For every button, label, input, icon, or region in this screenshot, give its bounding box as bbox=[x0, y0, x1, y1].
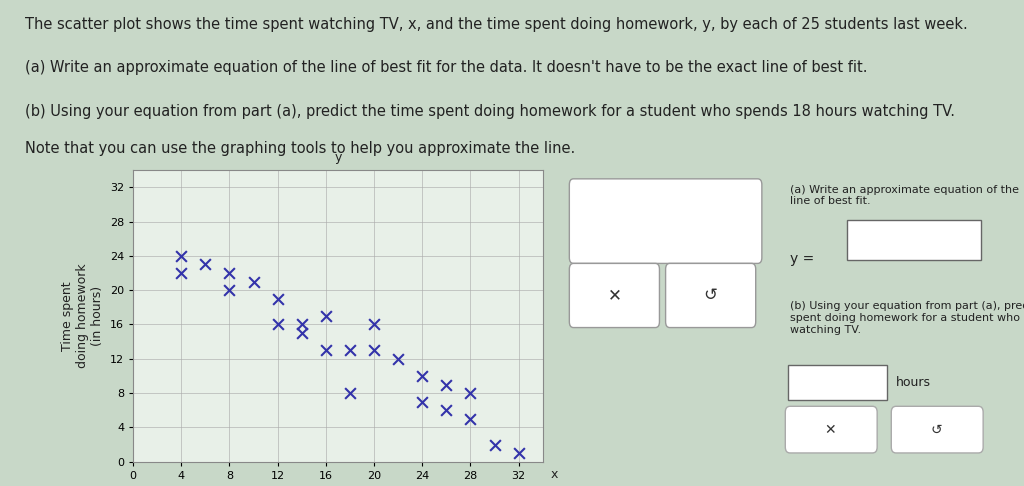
Text: ✕: ✕ bbox=[824, 423, 836, 436]
Point bbox=[366, 347, 382, 354]
Point bbox=[414, 372, 430, 380]
Point bbox=[438, 381, 455, 388]
Point bbox=[317, 312, 334, 320]
Point bbox=[198, 260, 214, 268]
Point bbox=[462, 389, 478, 397]
Text: (a) Write an approximate equation of the line of best fit for the data. It doesn: (a) Write an approximate equation of the… bbox=[26, 60, 867, 75]
Text: hours: hours bbox=[896, 377, 931, 389]
FancyBboxPatch shape bbox=[666, 263, 756, 328]
Point bbox=[294, 321, 310, 329]
FancyBboxPatch shape bbox=[847, 220, 981, 260]
Point bbox=[173, 252, 189, 260]
Point bbox=[294, 329, 310, 337]
Point bbox=[462, 415, 478, 423]
Point bbox=[438, 406, 455, 414]
Point bbox=[221, 269, 238, 277]
Text: y: y bbox=[334, 151, 342, 164]
Point bbox=[342, 347, 358, 354]
Point bbox=[510, 449, 526, 457]
Point bbox=[342, 389, 358, 397]
Point bbox=[390, 355, 407, 363]
Point bbox=[246, 278, 262, 285]
Point bbox=[486, 441, 503, 449]
Text: (b) Using your equation from part (a), predict the time
spent doing homework for: (b) Using your equation from part (a), p… bbox=[791, 301, 1024, 334]
Point bbox=[414, 398, 430, 405]
Point bbox=[317, 347, 334, 354]
Point bbox=[269, 295, 286, 303]
Text: ↺: ↺ bbox=[930, 423, 942, 436]
Y-axis label: Time spent
doing homework
(in hours): Time spent doing homework (in hours) bbox=[61, 263, 104, 368]
Point bbox=[221, 286, 238, 294]
FancyBboxPatch shape bbox=[891, 406, 983, 453]
FancyBboxPatch shape bbox=[569, 179, 762, 263]
Text: x: x bbox=[551, 468, 558, 481]
Text: (b) Using your equation from part (a), predict the time spent doing homework for: (b) Using your equation from part (a), p… bbox=[26, 104, 955, 119]
Text: ↺: ↺ bbox=[703, 286, 718, 305]
Point bbox=[366, 321, 382, 329]
FancyBboxPatch shape bbox=[569, 263, 659, 328]
FancyBboxPatch shape bbox=[787, 365, 887, 400]
Point bbox=[269, 321, 286, 329]
FancyBboxPatch shape bbox=[785, 406, 878, 453]
Text: Note that you can use the graphing tools to help you approximate the line.: Note that you can use the graphing tools… bbox=[26, 140, 575, 156]
Text: (a) Write an approximate equation of the line of best fit.: (a) Write an approximate equation of the… bbox=[791, 185, 1019, 206]
Text: The scatter plot shows the time spent watching TV, x, and the time spent doing h: The scatter plot shows the time spent wa… bbox=[26, 17, 968, 32]
Text: y =: y = bbox=[791, 252, 818, 266]
Text: ✕: ✕ bbox=[607, 286, 622, 305]
Point bbox=[173, 269, 189, 277]
